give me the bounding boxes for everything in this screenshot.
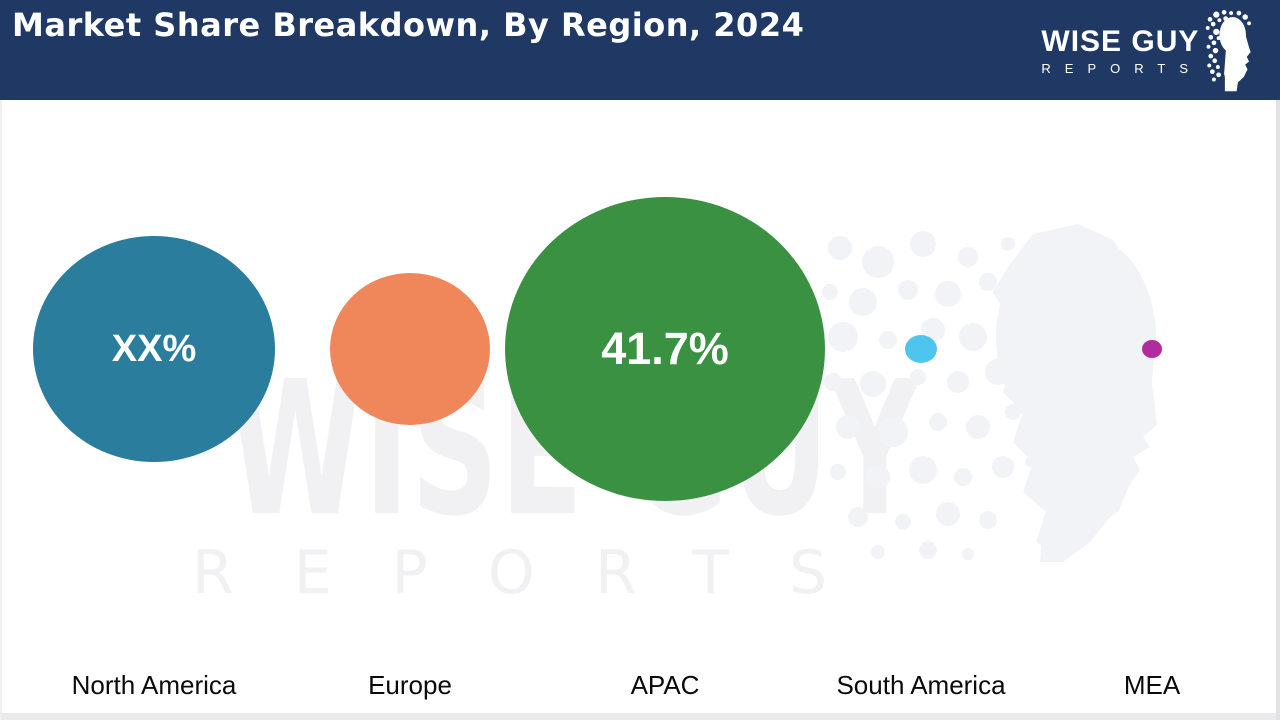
header-bar: Market Share Breakdown, By Region, 2024 … <box>0 0 1280 100</box>
head-profile-icon <box>1205 10 1252 92</box>
logo-tagline: REPORTS <box>1041 61 1202 76</box>
wise-guy-logo: WISE GUY REPORTS <box>1041 9 1252 93</box>
bubble-apac: 41.7% <box>505 197 825 501</box>
bubble-value-label: XX% <box>111 327 197 370</box>
category-label-north-america: North America <box>71 670 237 700</box>
page-title: Market Share Breakdown, By Region, 2024 <box>12 6 805 44</box>
bubble-europe <box>330 273 490 425</box>
watermark-tagline-text: REPORTS <box>192 538 888 608</box>
category-label-europe: Europe <box>368 670 452 700</box>
bottom-edge-strip <box>0 713 1280 720</box>
bubble-south-america <box>905 335 937 363</box>
left-edge-strip <box>0 100 2 720</box>
watermark-head-profile-icon <box>822 224 1157 562</box>
bubble-north-america: XX% <box>33 236 275 462</box>
category-label-south-america: South America <box>836 670 1006 700</box>
category-label-mea: MEA <box>1123 670 1181 700</box>
logo-text: WISE GUY REPORTS <box>1041 25 1202 76</box>
category-label-apac: APAC <box>630 670 700 700</box>
logo-brand: WISE GUY <box>1041 25 1200 58</box>
bubble-value-label: 41.7% <box>601 323 729 374</box>
right-edge-strip <box>1276 100 1280 720</box>
bubble-mea <box>1142 340 1162 358</box>
